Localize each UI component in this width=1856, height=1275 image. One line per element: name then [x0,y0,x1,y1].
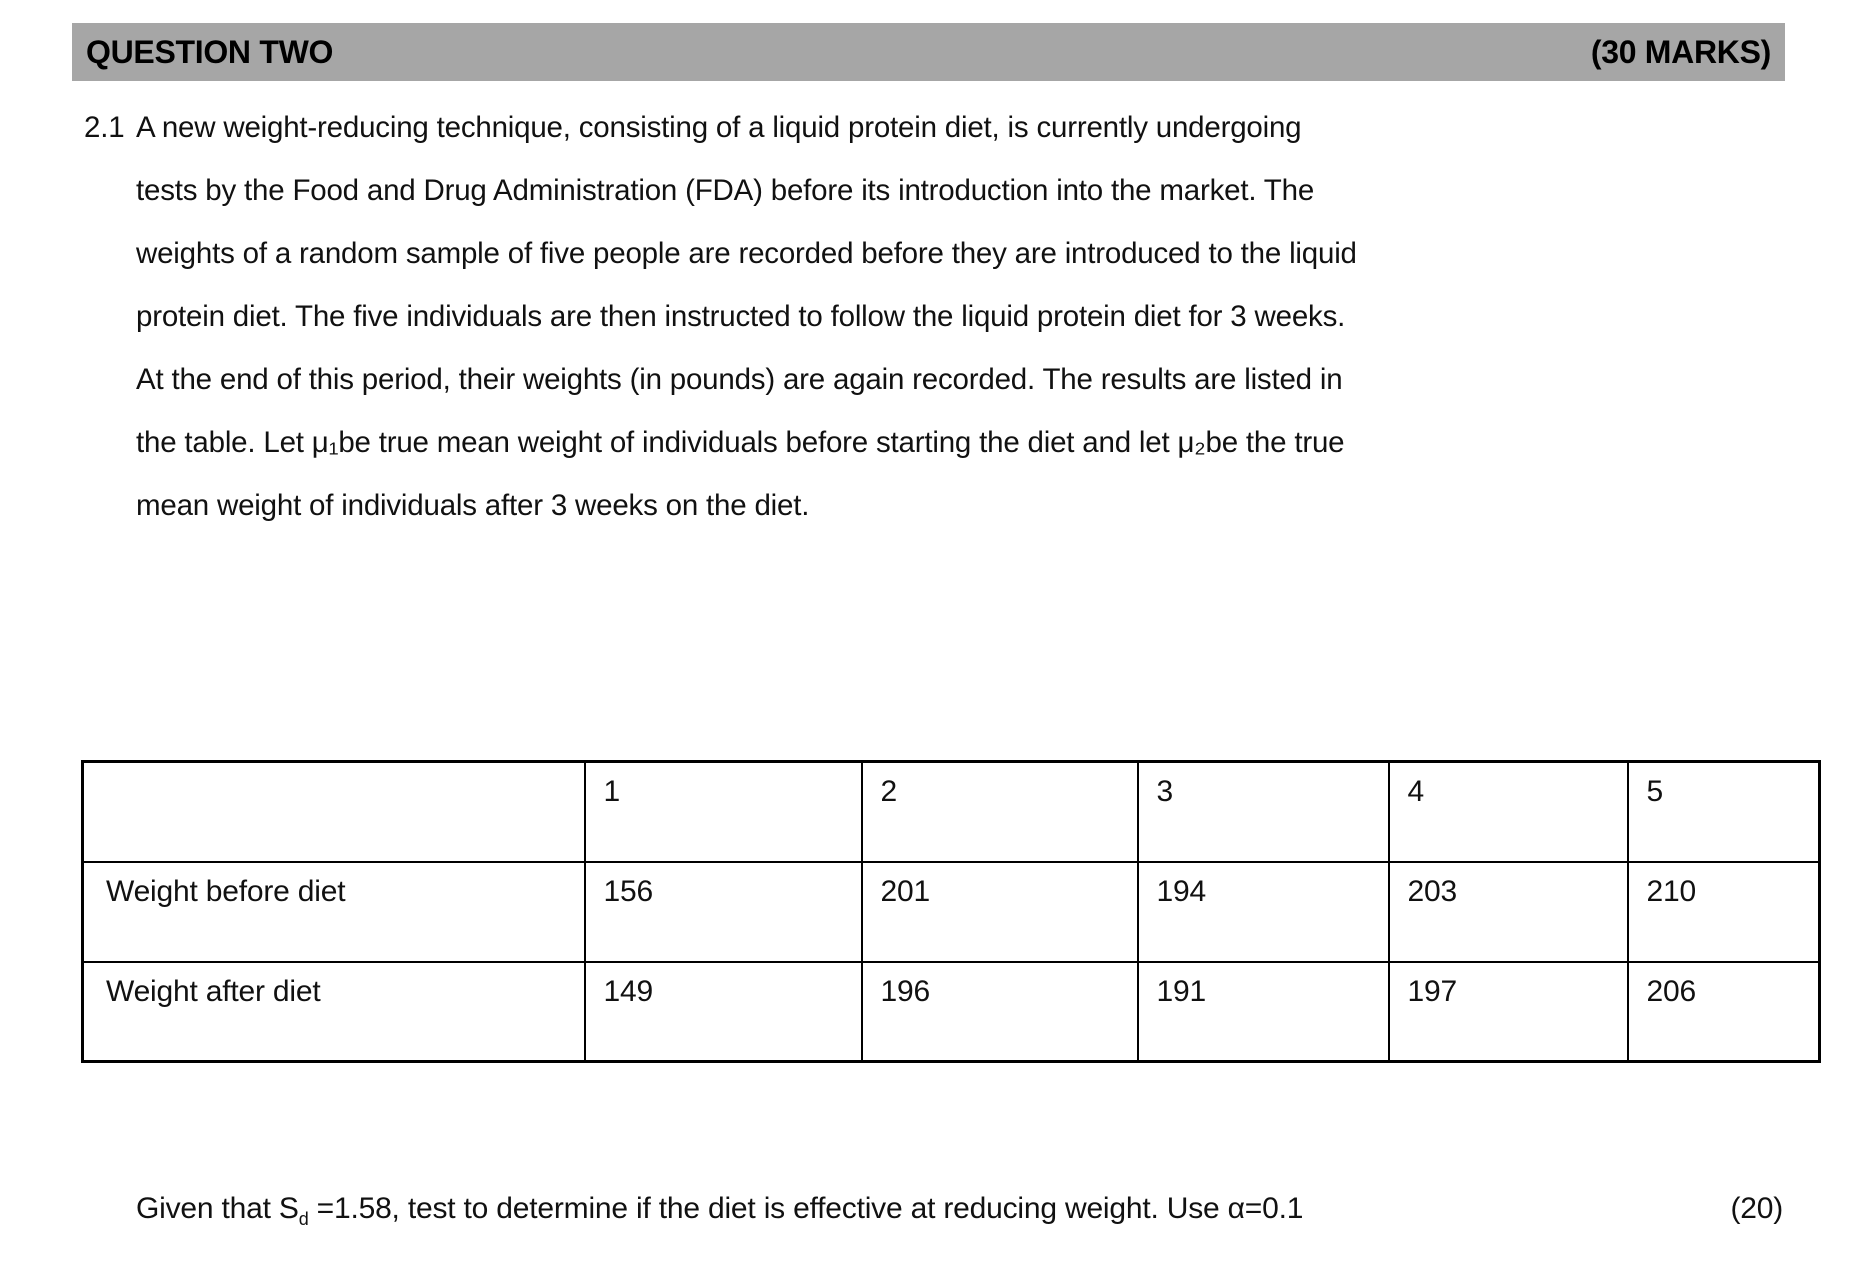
question-text-line: A new weight-reducing technique, consist… [136,111,1302,144]
question-text-line: the table. Let μ₁be true mean weight of … [136,426,1345,459]
question-text-line: At the end of this period, their weights… [136,363,1343,396]
footer-text-prefix: Given that S [136,1192,299,1225]
data-cell: 206 [1626,960,1821,1063]
data-cell: 201 [860,860,1139,963]
header-cell-person-3: 3 [1136,760,1390,863]
data-cell: 194 [1136,860,1390,963]
footer-instruction-line: Given that Sd =1.58, test to determine i… [136,1192,1783,1229]
row-label: Weight after diet [81,960,586,1063]
question-text-line: protein diet. The five individuals are t… [136,300,1346,333]
question-text: A new weight-reducing technique, consist… [136,96,1357,537]
table-row-weight-before: Weight before diet 156 201 194 203 210 [81,860,1821,963]
row-label: Weight before diet [81,860,586,963]
question-text-line: weights of a random sample of five peopl… [136,237,1357,270]
question-title: QUESTION TWO [86,33,334,70]
data-cell: 197 [1387,960,1629,1063]
header-cell-person-1: 1 [583,760,863,863]
footer-marks-badge: (20) [1730,1192,1783,1225]
header-cell-person-5: 5 [1626,760,1821,863]
data-cell: 210 [1626,860,1821,963]
footer-instruction: Given that Sd =1.58, test to determine i… [136,1192,1304,1229]
data-cell: 191 [1136,960,1390,1063]
question-block: 2.1 A new weight-reducing technique, con… [84,96,1357,537]
header-cell-person-2: 2 [860,760,1139,863]
question-header-bar: QUESTION TWO (30 MARKS) [72,23,1785,81]
question-number: 2.1 [84,111,125,144]
data-cell: 149 [583,960,863,1063]
table-header-row: 1 2 3 4 5 [81,760,1821,863]
data-cell: 203 [1387,860,1629,963]
question-text-line: mean weight of individuals after 3 weeks… [136,489,810,522]
question-marks-badge: (30 MARKS) [1590,33,1771,70]
header-cell-blank [81,760,586,863]
question-text-line: tests by the Food and Drug Administratio… [136,174,1315,207]
header-cell-person-4: 4 [1387,760,1629,863]
data-cell: 156 [583,860,863,963]
table-row-weight-after: Weight after diet 149 196 191 197 206 [81,960,1821,1063]
footer-subscript: d [298,1209,309,1229]
weights-data-table: 1 2 3 4 5 Weight before diet 156 201 194… [81,760,1821,1063]
data-cell: 196 [860,960,1139,1063]
footer-text-rest: =1.58, test to determine if the diet is … [308,1192,1304,1225]
